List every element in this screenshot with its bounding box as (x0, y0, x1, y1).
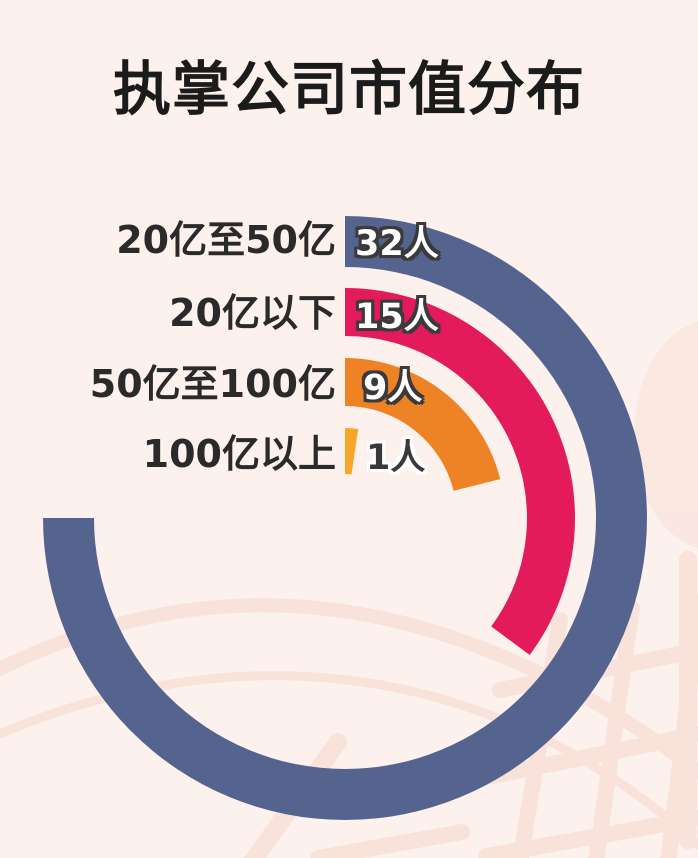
watermark-swoosh-1 (0, 598, 698, 780)
value-label-1: 15人 (355, 297, 439, 337)
arc-3-100亿以上 (345, 428, 359, 475)
value-label-0: 32人 (355, 224, 439, 264)
value-label-2: 9人 (363, 368, 423, 408)
arc-2-50亿至100亿 (345, 358, 501, 491)
watermark-blob (634, 321, 698, 549)
category-label-3: 100亿以上 (142, 432, 336, 476)
chart-title: 执掌公司市值分布 (112, 55, 585, 123)
value-label-3: 1人 (366, 438, 426, 478)
chart-arcs (43, 216, 647, 820)
arc-1-20亿以下 (345, 288, 576, 656)
category-label-2: 50亿至100亿 (89, 362, 336, 406)
category-label-0: 20亿至50亿 (116, 218, 336, 262)
category-label-1: 20亿以下 (169, 291, 336, 335)
